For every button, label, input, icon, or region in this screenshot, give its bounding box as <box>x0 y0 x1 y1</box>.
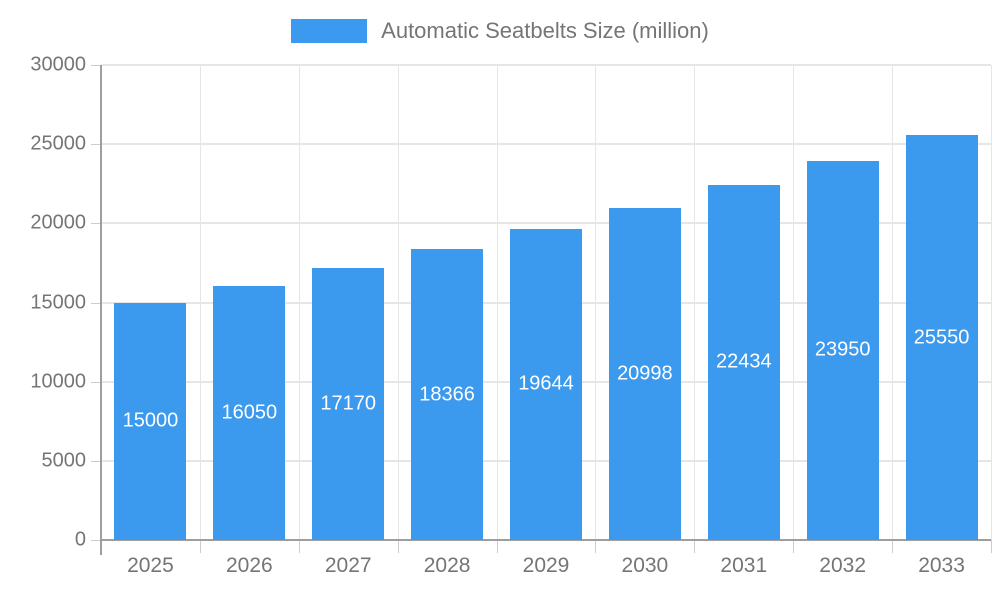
y-axis-tick-label: 25000 <box>30 132 86 155</box>
bar: 18366 <box>411 249 484 540</box>
v-gridline <box>694 65 696 540</box>
v-gridline <box>595 65 597 540</box>
bar: 20998 <box>608 207 681 540</box>
bar: 22434 <box>707 184 780 540</box>
y-axis-tick-label: 30000 <box>30 53 86 76</box>
bar-value-label: 17170 <box>320 392 377 415</box>
bar-value-label: 23950 <box>814 338 871 361</box>
h-gridline <box>101 222 991 225</box>
x-axis-tick-label: 2029 <box>522 554 570 577</box>
y-axis-labels: 0 5000 10000 15000 20000 25000 30000 <box>0 54 87 551</box>
x-axis-tick-mark <box>694 540 696 553</box>
v-gridline <box>397 65 399 540</box>
x-axis-tick-label: 2025 <box>127 554 174 577</box>
y-axis-tick-mark <box>91 302 101 304</box>
x-axis-tick-label: 2026 <box>225 554 273 577</box>
x-axis-tick-mark <box>496 540 498 553</box>
bar-value-label: 19644 <box>518 372 574 395</box>
h-gridline <box>101 64 991 66</box>
bar-value-label: 25550 <box>913 326 970 349</box>
plot-area: 15000 16050 17170 18366 19644 20998 22434 23950… <box>101 64 992 541</box>
y-axis-tick-mark <box>91 460 101 462</box>
y-axis-tick-label: 10000 <box>30 370 86 393</box>
bar-value-label: 18366 <box>419 383 475 406</box>
y-axis-tick-label: 15000 <box>30 291 86 313</box>
y-axis-line <box>100 65 102 555</box>
legend-swatch <box>291 19 368 43</box>
bar: 15000 <box>114 302 187 540</box>
x-axis-baseline <box>101 539 991 541</box>
bar: 16050 <box>213 285 286 540</box>
bar-value-label: 16050 <box>221 401 278 424</box>
bar: 23950 <box>806 160 879 540</box>
x-axis-tick-mark <box>892 540 894 553</box>
x-axis-tick-label: 2033 <box>918 554 965 577</box>
x-axis-tick-label: 2032 <box>819 554 867 577</box>
v-gridline <box>991 65 992 540</box>
x-axis-tick-mark <box>298 540 300 553</box>
x-axis-tick-mark <box>199 540 201 553</box>
bar-value-label: 20998 <box>617 362 673 385</box>
x-axis-tick-label: 2027 <box>324 554 372 577</box>
v-gridline <box>892 65 894 540</box>
x-axis-tick-label: 2031 <box>720 554 768 577</box>
y-axis-tick-label: 20000 <box>30 211 86 234</box>
x-axis-tick-label: 2028 <box>423 554 471 577</box>
bar-value-label: 22434 <box>715 350 772 373</box>
y-axis-tick-mark <box>91 381 101 383</box>
v-gridline <box>298 65 300 540</box>
v-gridline <box>496 65 498 540</box>
legend-label: Automatic Seatbelts Size (million) <box>381 18 709 43</box>
y-axis-tick-mark <box>91 144 101 146</box>
bar-value-label: 15000 <box>122 409 179 432</box>
bar: 17170 <box>312 268 385 540</box>
h-gridline <box>101 143 991 146</box>
x-axis-tick-mark <box>397 540 399 553</box>
y-axis-tick-label: 5000 <box>41 449 87 472</box>
x-axis-tick-label: 2030 <box>621 554 669 577</box>
v-gridline <box>793 65 795 540</box>
x-axis-tick-mark <box>991 540 992 553</box>
x-axis-tick-mark <box>793 540 795 553</box>
y-axis-tick-mark <box>91 65 101 66</box>
y-axis-tick-label: 0 <box>74 528 86 551</box>
x-axis-tick-mark <box>595 540 597 553</box>
x-axis-labels: 2025 2026 2027 2028 2029 2030 2031 2032 2033 <box>101 554 991 584</box>
legend: Automatic Seatbelts Size (million) <box>0 18 1000 44</box>
y-axis-tick-mark <box>91 540 101 541</box>
bar: 25550 <box>905 135 978 540</box>
y-axis-tick-mark <box>91 223 101 225</box>
v-gridline <box>199 65 201 540</box>
bar: 19644 <box>510 228 582 540</box>
